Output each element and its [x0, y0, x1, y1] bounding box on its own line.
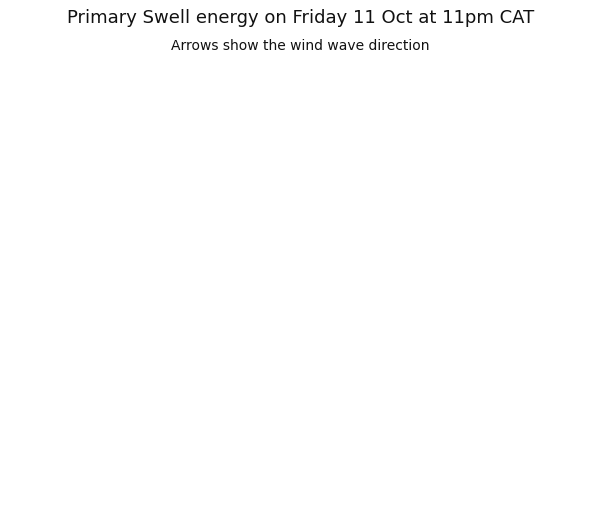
- Text: Primary Swell energy on Friday 11 Oct at 11pm CAT: Primary Swell energy on Friday 11 Oct at…: [67, 9, 534, 27]
- Text: Arrows show the wind wave direction: Arrows show the wind wave direction: [171, 39, 430, 53]
- Text: cartopy required: cartopy required: [208, 275, 393, 295]
